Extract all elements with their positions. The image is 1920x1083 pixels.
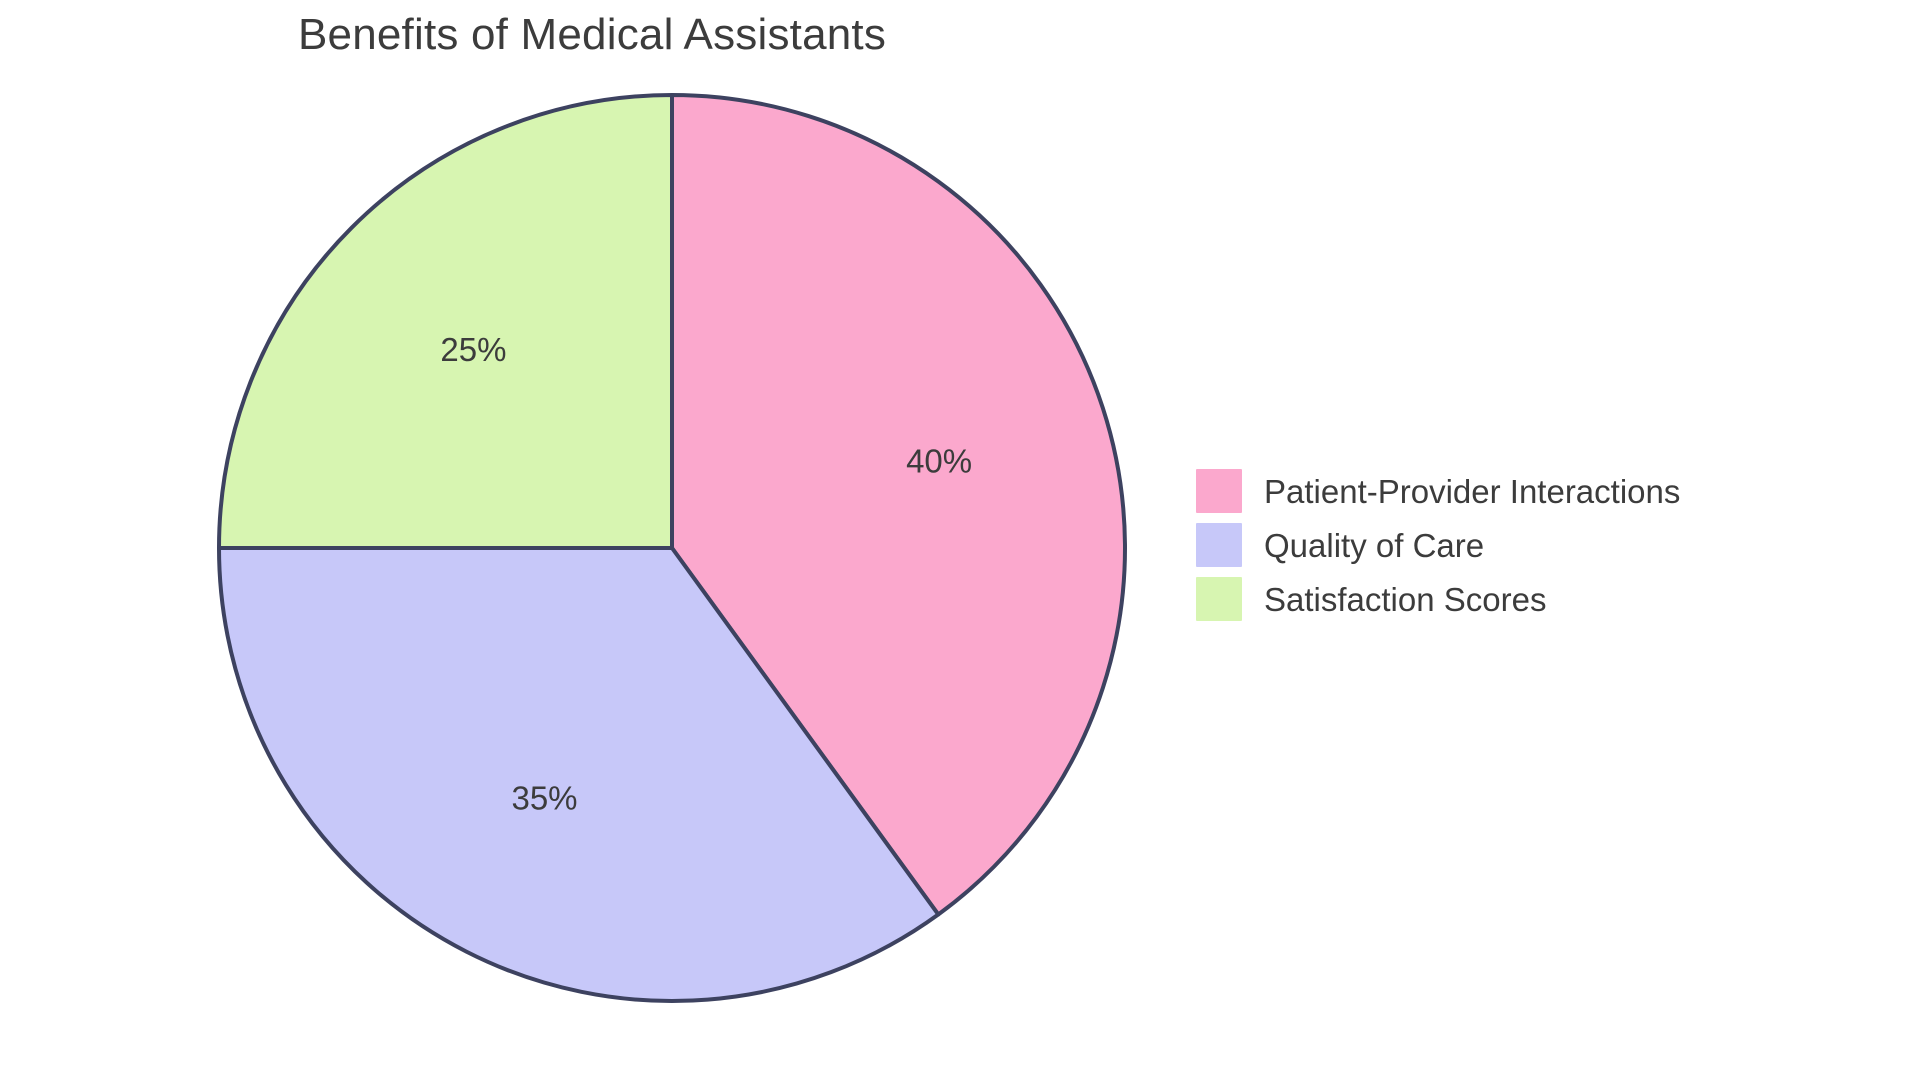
legend-item[interactable]: Satisfaction Scores xyxy=(1196,572,1756,626)
page-title: Benefits of Medical Assistants xyxy=(298,10,887,59)
legend-color-swatch xyxy=(1196,469,1242,513)
pie-slice[interactable] xyxy=(217,93,674,550)
pie-slice-percentage-label: 35% xyxy=(511,780,577,817)
legend-item[interactable]: Quality of Care xyxy=(1196,518,1756,572)
legend-item[interactable]: Patient-Provider Interactions xyxy=(1196,464,1756,518)
legend-color-swatch xyxy=(1196,577,1242,621)
legend-item-label: Quality of Care xyxy=(1264,526,1485,564)
pie-chart: 40% 35% 25% xyxy=(217,93,1127,1003)
pie-slice[interactable] xyxy=(217,546,941,1003)
pie-slices-group xyxy=(217,93,1127,1003)
pie-slice-percentage-label: 25% xyxy=(440,331,506,368)
pie-slice[interactable] xyxy=(670,93,1127,917)
legend-item-label: Satisfaction Scores xyxy=(1264,580,1547,618)
pie-chart-svg: 40% 35% 25% xyxy=(217,93,1127,1003)
legend-item-label: Patient-Provider Interactions xyxy=(1264,472,1681,510)
pie-slice-percentage-label: 40% xyxy=(906,443,972,480)
chart-legend: Patient-Provider Interactions Quality of … xyxy=(1196,464,1756,626)
legend-color-swatch xyxy=(1196,523,1242,567)
pie-slice-labels-group: 40% 35% 25% xyxy=(440,331,972,817)
